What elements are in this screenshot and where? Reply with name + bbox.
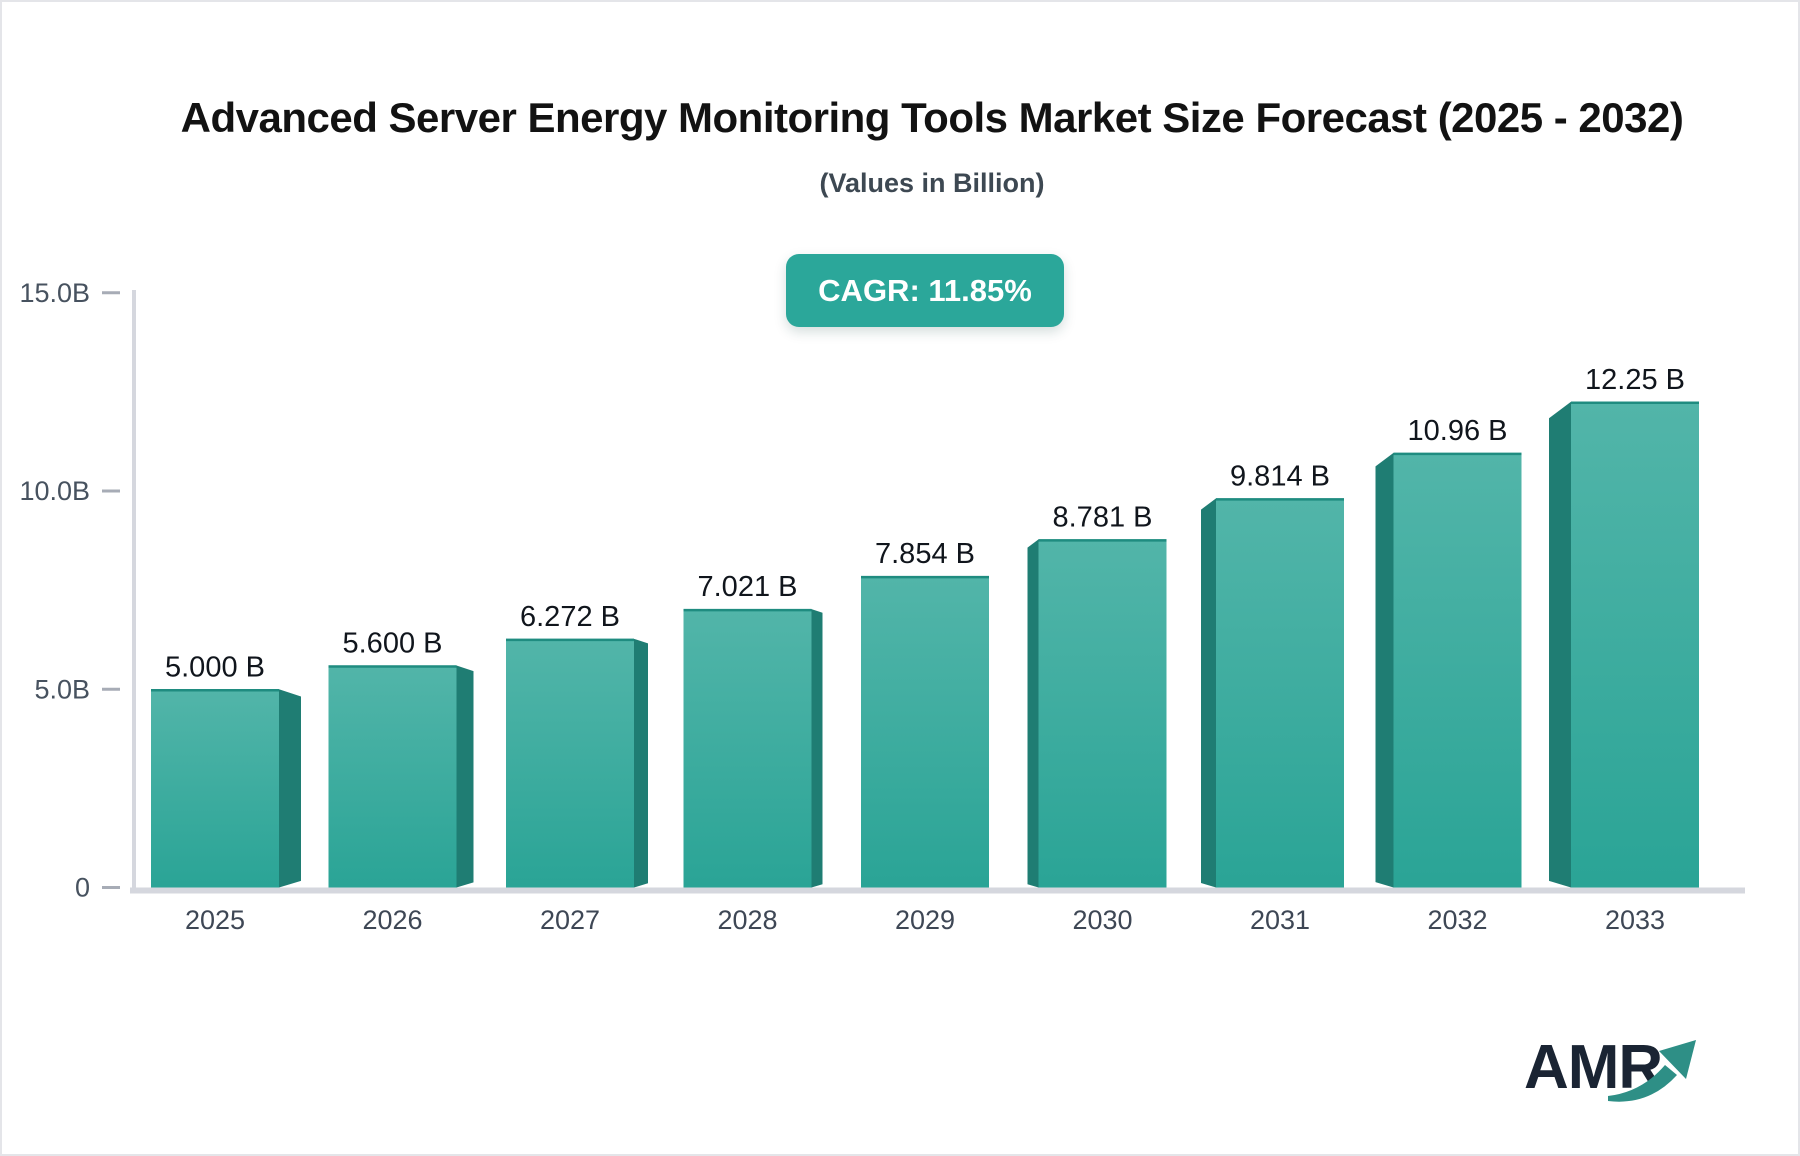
chart-subtitle: (Values in Billion) bbox=[819, 168, 1045, 198]
amr-logo: AMR bbox=[1524, 1032, 1754, 1122]
bar-value-label: 12.25 B bbox=[1585, 364, 1685, 396]
bar-side bbox=[1201, 498, 1216, 888]
bar-side bbox=[811, 609, 823, 888]
growth-arrow-head bbox=[1659, 1040, 1696, 1079]
bar bbox=[1393, 452, 1522, 888]
bar-value-label: 6.272 B bbox=[520, 601, 620, 633]
bar-value-label: 8.781 B bbox=[1053, 501, 1153, 533]
growth-arrow-icon bbox=[1608, 1040, 1696, 1102]
bar-side bbox=[1027, 539, 1039, 888]
bar-side bbox=[1549, 401, 1571, 888]
bar-side bbox=[1375, 452, 1394, 888]
bar bbox=[861, 576, 989, 888]
bar bbox=[151, 689, 279, 888]
bar bbox=[683, 609, 812, 888]
bar-value-label: 7.854 B bbox=[875, 538, 975, 570]
growth-arrow-body bbox=[1608, 1065, 1677, 1102]
bar bbox=[328, 665, 457, 888]
x-tick-label: 2027 bbox=[540, 905, 600, 935]
chart-title: Advanced Server Energy Monitoring Tools … bbox=[180, 94, 1684, 141]
x-tick-label: 2026 bbox=[362, 905, 422, 935]
x-tick-label: 2030 bbox=[1072, 905, 1132, 935]
x-tick-label: 2033 bbox=[1605, 905, 1665, 935]
bar bbox=[1571, 401, 1699, 888]
bar bbox=[1216, 498, 1344, 888]
bar bbox=[506, 638, 634, 888]
bar-side bbox=[279, 689, 301, 888]
bar bbox=[1038, 539, 1167, 888]
bar-side bbox=[634, 638, 648, 888]
bar-value-label: 9.814 B bbox=[1230, 460, 1330, 492]
bar-value-label: 7.021 B bbox=[698, 571, 798, 603]
x-tick-label: 2029 bbox=[895, 905, 955, 935]
bar-side bbox=[456, 665, 474, 888]
x-tick-label: 2032 bbox=[1427, 905, 1487, 935]
y-tick-label: 15.0B bbox=[19, 278, 90, 308]
bar-value-label: 5.000 B bbox=[165, 651, 265, 683]
x-tick-label: 2028 bbox=[717, 905, 777, 935]
bar-value-label: 10.96 B bbox=[1408, 415, 1508, 447]
y-tick-label: 0 bbox=[75, 873, 90, 903]
y-tick-label: 10.0B bbox=[19, 476, 90, 506]
bar-value-label: 5.600 B bbox=[343, 627, 443, 659]
cagr-badge: CAGR: 11.85% bbox=[786, 254, 1064, 327]
x-tick-label: 2025 bbox=[185, 905, 245, 935]
y-tick-label: 5.0B bbox=[34, 674, 90, 704]
x-tick-label: 2031 bbox=[1250, 905, 1310, 935]
